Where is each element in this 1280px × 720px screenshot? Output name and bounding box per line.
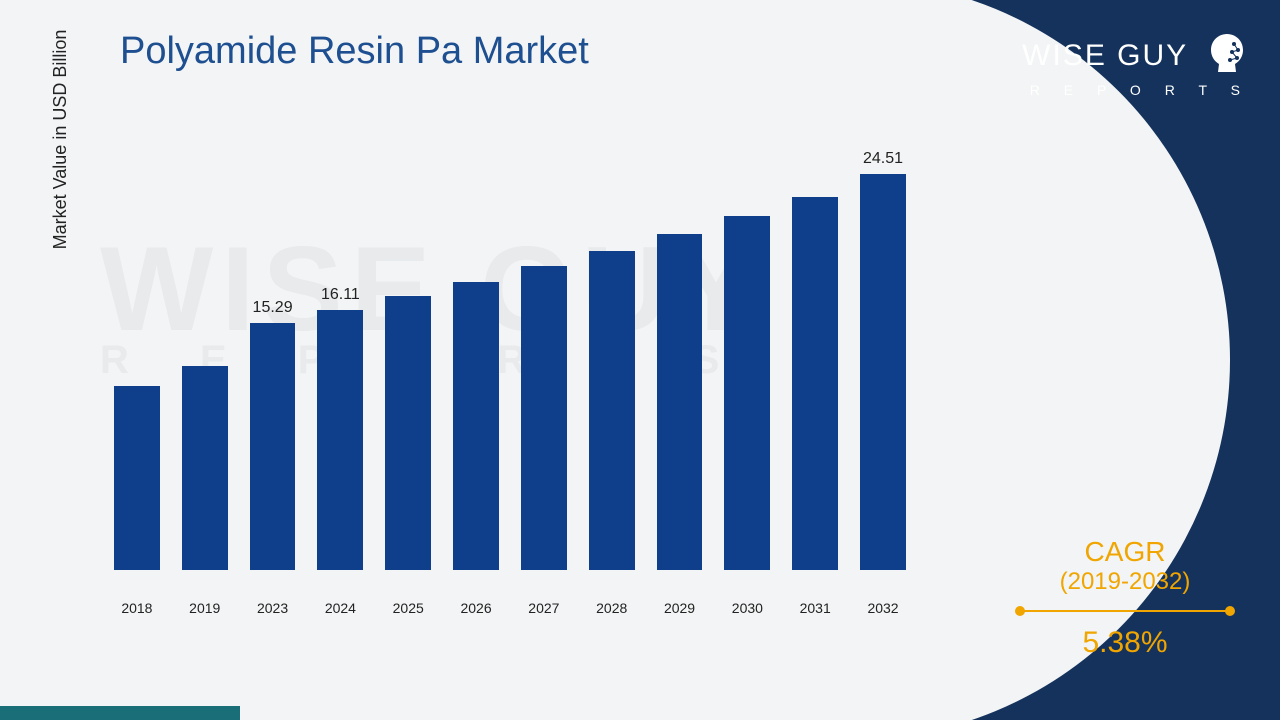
bar-wrap [114,362,160,570]
bar-wrap [385,272,431,570]
bar [657,234,703,570]
x-axis-labels: 2018 2019 2023 2024 2025 2026 2027 2028 2029 2030… [110,600,910,616]
logo-line1: WISE GUY [1022,39,1187,72]
bars-container: 15.29 16.11 24.51 [110,150,910,570]
x-tick-label: 2027 [521,600,567,616]
bar-wrap [589,227,635,570]
x-tick-label: 2030 [724,600,770,616]
bar-wrap: 24.51 [860,150,906,570]
bar [250,323,296,570]
chart-title: Polyamide Resin Pa Market [120,30,589,73]
head-icon [1204,30,1250,84]
x-tick-label: 2031 [792,600,838,616]
bar [317,310,363,570]
bar-wrap [724,192,770,570]
x-tick-label: 2019 [182,600,228,616]
bar [724,216,770,570]
x-tick-label: 2025 [385,600,431,616]
bar [521,266,567,570]
bar [385,296,431,570]
x-tick-label: 2024 [317,600,363,616]
bar-wrap [453,258,499,571]
x-tick-label: 2032 [860,600,906,616]
bar [589,251,635,570]
bar-value-label: 24.51 [863,150,903,170]
x-tick-label: 2018 [114,600,160,616]
bar [114,386,160,570]
x-tick-label: 2028 [589,600,635,616]
x-tick-label: 2029 [657,600,703,616]
bar-chart: Market Value in USD Billion 15.2916.1124… [80,150,910,610]
plot-area: 15.29 16.11 24.51 [110,150,910,570]
bar-wrap [792,173,838,570]
bar-value-label: 15.29 [253,299,293,319]
bar-value-label: 16.11 [321,286,360,306]
y-axis-label: Market Value in USD Billion [50,0,71,350]
bar-wrap: 15.29 [250,299,296,570]
bar [860,174,906,570]
page: WISE GUY R E P O R T S Polyamide Resin P… [0,0,1280,720]
cagr-rule [1020,610,1230,612]
logo-line2: R E P O R T S [1022,82,1250,98]
x-tick-label: 2026 [453,600,499,616]
bar [182,366,228,570]
bar-wrap [657,210,703,570]
cagr-label: CAGR [1010,536,1240,568]
cagr-value: 5.38% [1010,626,1240,660]
bar [792,197,838,570]
bar [453,282,499,571]
bottom-left-bar [0,706,240,720]
bar-wrap: 16.11 [317,286,363,570]
cagr-period: (2019-2032) [1010,568,1240,596]
bar-wrap [521,242,567,570]
logo: WISE GUY R E P O R T S [1022,30,1250,98]
x-tick-label: 2023 [250,600,296,616]
cagr-block: CAGR (2019-2032) 5.38% [1010,536,1240,660]
bar-wrap [182,342,228,570]
